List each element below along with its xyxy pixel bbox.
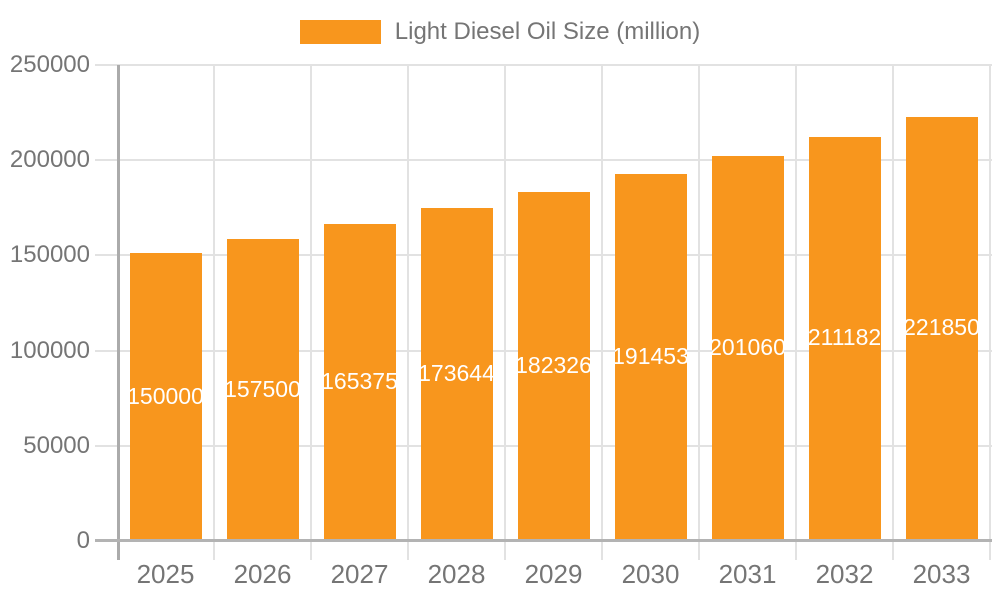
y-axis-tick-label: 100000 <box>9 336 90 364</box>
x-gridline <box>213 65 215 560</box>
bar-value-label: 221850 <box>905 314 978 341</box>
plot-area: 0 50000 100000 150000 200000 250000 150000 2025… <box>10 53 992 587</box>
bar-2025[interactable]: 150000 <box>129 253 202 539</box>
y-axis-tick-label: 150000 <box>9 241 90 269</box>
x-axis-tick-label: 2028 <box>427 559 486 589</box>
x-gridline <box>892 65 894 560</box>
bar-2030[interactable]: 191453 <box>614 174 687 539</box>
x-axis-tick-label: 2032 <box>815 559 874 589</box>
x-gridline <box>698 65 700 560</box>
x-axis-tick-label: 2025 <box>136 559 195 589</box>
bar-2031[interactable]: 201060 <box>711 156 784 539</box>
bar-value-label: 201060 <box>711 334 784 361</box>
x-axis-tick-label: 2030 <box>621 559 680 589</box>
y-axis-line <box>117 65 120 560</box>
bar-value-label: 211182 <box>808 324 881 351</box>
x-axis-tick-label: 2026 <box>233 559 292 589</box>
x-gridline <box>504 65 506 560</box>
bar-2029[interactable]: 182326 <box>517 191 590 539</box>
bar-value-label: 173644 <box>420 360 493 387</box>
x-gridline <box>989 65 991 560</box>
y-gridline <box>95 64 992 66</box>
x-axis-tick-label: 2029 <box>524 559 583 589</box>
bar-value-label: 157500 <box>226 375 299 402</box>
bar-value-label: 150000 <box>129 382 202 409</box>
y-axis-tick-label: 200000 <box>9 146 90 174</box>
legend-swatch-icon <box>299 20 381 44</box>
x-gridline <box>601 65 603 560</box>
bar-value-label: 191453 <box>614 343 687 370</box>
legend-label: Light Diesel Oil Size (million) <box>394 18 701 45</box>
y-axis-tick-label: 250000 <box>9 51 90 78</box>
chart-legend: Light Diesel Oil Size (million) <box>0 18 1000 46</box>
x-gridline <box>407 65 409 560</box>
x-gridline <box>795 65 797 560</box>
x-axis-baseline <box>95 539 992 542</box>
bar-2032[interactable]: 211182 <box>808 136 881 539</box>
x-axis-tick-label: 2031 <box>718 559 777 589</box>
y-gridline <box>95 159 992 162</box>
bar-2028[interactable]: 173644 <box>420 208 493 539</box>
y-axis-tick-label: 50000 <box>23 431 90 459</box>
bar-2027[interactable]: 165375 <box>323 224 396 539</box>
x-axis-tick-label: 2027 <box>330 559 389 589</box>
bar-2033[interactable]: 221850 <box>905 116 978 539</box>
bar-value-label: 182326 <box>517 351 590 378</box>
y-axis-tick-label: 0 <box>76 527 90 554</box>
x-axis-tick-label: 2033 <box>912 559 971 589</box>
bar-2026[interactable]: 157500 <box>226 239 299 539</box>
bar-value-label: 165375 <box>323 368 396 395</box>
x-gridline <box>310 65 312 560</box>
